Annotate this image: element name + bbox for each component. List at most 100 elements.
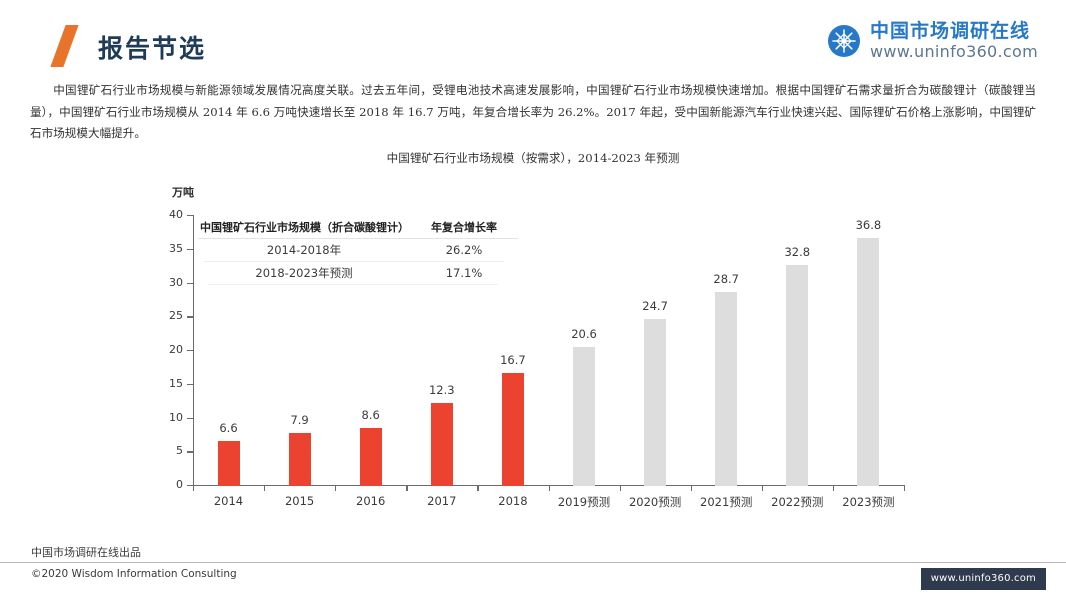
x-axis-labels: 2014 2015 2016 2017 2018 2019预测 2020预测 2021预测 20… [193, 494, 904, 518]
y-axis-tick-label: 5 [176, 444, 183, 458]
bar-2022预测[interactable] [786, 264, 809, 486]
bar-slot: 7.9 [264, 215, 335, 486]
footer-divider [0, 562, 1066, 563]
bar-slot: 32.8 [762, 215, 833, 486]
y-axis-line [193, 215, 195, 486]
page-title: 报告节选 [98, 34, 207, 63]
annotation-cagr-1: 26.2% [445, 243, 483, 257]
snowflake-logo-icon [827, 25, 860, 57]
x-axis-tick [193, 485, 195, 491]
x-axis-tick [335, 485, 337, 491]
x-axis-tick-label: 2020预测 [628, 495, 682, 509]
bar-value-label: 32.8 [784, 244, 811, 259]
bar-slot: 20.6 [549, 215, 620, 486]
annotation-period-1: 2014-2018年 [266, 243, 342, 257]
footer-copyright: ©2020 Wisdom Information Consulting [31, 568, 237, 580]
y-axis-tick [187, 451, 193, 453]
x-axis-tick-label: 2022预测 [771, 495, 824, 509]
bar-value-label: 16.7 [500, 353, 526, 368]
bar-2015[interactable] [288, 432, 311, 486]
bar-slot: 6.6 [193, 215, 264, 486]
y-axis-tick-label: 15 [169, 376, 183, 390]
bar-value-label: 20.6 [571, 326, 597, 341]
bar-2023预测[interactable] [857, 237, 880, 486]
x-axis-tick [619, 485, 621, 491]
annotation-divider [204, 261, 504, 262]
bar-2017[interactable] [430, 402, 453, 486]
x-axis-tick [548, 485, 550, 491]
y-axis-tick [187, 248, 193, 251]
x-axis-tick-label: 2021预测 [700, 495, 753, 509]
annotation-table-header: 中国锂矿石行业市场规模（折合碳酸锂计） 年复合增长率 [198, 216, 518, 238]
y-axis-tick [187, 383, 193, 386]
annotation-divider [198, 238, 518, 239]
bar-2018[interactable] [501, 373, 524, 486]
bar-2021预测[interactable] [715, 292, 738, 486]
x-axis-tick-label: 2016 [356, 494, 386, 508]
y-axis-tick [187, 316, 193, 318]
bar-2019预测[interactable] [573, 346, 595, 486]
x-axis-tick-label: 2015 [284, 494, 315, 508]
bar-slot: 24.7 [620, 215, 691, 486]
y-axis-tick-label: 25 [169, 309, 183, 323]
bar-chart: 万吨 0 5 10 15 20 25 30 35 40 6.6 7.9 8.6 12.3 16.7 20.… [150, 178, 930, 523]
y-axis-labels: 0 5 10 15 20 25 30 35 40 [150, 178, 183, 523]
x-axis-tick-label: 2014 [213, 494, 244, 508]
body-paragraph: 中国锂矿石行业市场规模与新能源领域发展情况高度关联。过去五年间，受锂电池技术高速… [30, 83, 1036, 140]
bar-value-label: 8.6 [361, 407, 380, 422]
brand-url: www.uninfo360.com [869, 42, 1038, 61]
brand-name: 中国市场调研在线 [869, 20, 1030, 42]
bar-2020预测[interactable] [644, 319, 667, 486]
y-axis-tick [187, 417, 193, 419]
bar-value-label: 28.7 [713, 272, 739, 287]
footer-url-badge: www.uninfo360.com [920, 568, 1046, 590]
y-axis-tick [187, 282, 193, 284]
annotation-table-row: 2018-2023年预测 17.1% [198, 262, 518, 284]
annotation-table-row: 2014-2018年 26.2% [198, 239, 518, 261]
y-axis-tick-label: 0 [176, 478, 183, 491]
annotation-cagr-2: 17.1% [445, 266, 483, 280]
bar-slot: 36.8 [833, 215, 904, 486]
bar-value-label: 36.8 [855, 217, 882, 232]
annotation-period-2: 2018-2023年预测 [255, 266, 353, 280]
bar-value-label: 24.7 [642, 299, 668, 314]
y-axis-tick-label: 10 [169, 410, 183, 424]
bar-slot: 8.6 [335, 215, 406, 486]
y-axis-tick-label: 35 [169, 241, 183, 255]
x-axis-tick-label: 2019预测 [557, 495, 611, 509]
x-axis-tick [477, 485, 479, 491]
bar-value-label: 7.9 [290, 412, 309, 427]
y-axis-tick [187, 485, 193, 487]
x-axis-tick [406, 485, 408, 491]
bar-slot: 16.7 [477, 215, 548, 486]
y-axis-tick-label: 30 [169, 275, 183, 289]
bar-slot: 28.7 [691, 215, 762, 486]
chart-title: 中国锂矿石行业市场规模（按需求），2014-2023 年预测 [386, 151, 680, 165]
brand-text: 中国市场调研在线 www.uninfo360.com [870, 22, 1038, 60]
x-axis-tick [832, 485, 835, 491]
y-axis-tick-label: 20 [169, 343, 183, 356]
bar-2016[interactable] [359, 427, 382, 486]
chart-annotation-table: 中国锂矿石行业市场规模（折合碳酸锂计） 年复合增长率 2014-2018年 26… [198, 216, 518, 285]
x-axis-tick [264, 485, 266, 491]
bar-2014[interactable] [217, 441, 240, 486]
y-axis-tick [187, 350, 193, 352]
bar-value-label: 12.3 [428, 382, 455, 397]
bar-value-label: 6.6 [219, 421, 238, 436]
x-axis-tick-label: 2018 [498, 494, 528, 508]
y-axis-unit-label: 万吨 [172, 186, 194, 199]
annotation-header-metric: 中国锂矿石行业市场规模（折合碳酸锂计） [200, 221, 409, 234]
bar-slot: 12.3 [406, 215, 477, 486]
x-axis-tick-label: 2017 [427, 494, 457, 508]
page-header: 报告节选 中国市场调研在线 w [0, 0, 1066, 72]
accent-slash-icon [50, 25, 79, 67]
x-axis-tick [904, 485, 906, 491]
bar-series: 6.6 7.9 8.6 12.3 16.7 20.6 24.7 28.7 32.8 36.8 [193, 215, 904, 486]
footer-producer: 中国市场调研在线出品 [31, 546, 141, 559]
annotation-divider [208, 284, 498, 285]
brand-logo: 中国市场调研在线 www.uninfo360.com [827, 22, 1038, 60]
x-axis-tick-label: 2023预测 [842, 495, 895, 509]
annotation-header-cagr: 年复合增长率 [431, 221, 497, 234]
y-axis-tick [187, 215, 193, 217]
